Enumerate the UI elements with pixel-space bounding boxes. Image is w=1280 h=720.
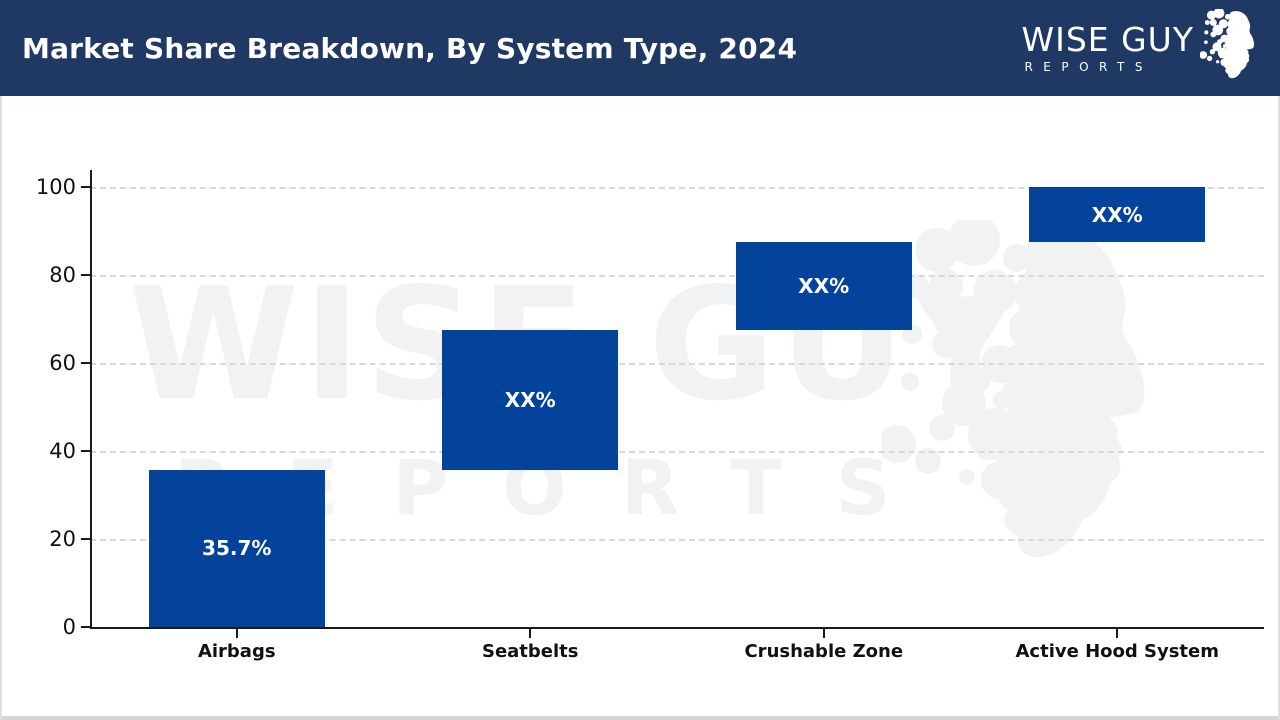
y-tick-mark-60 xyxy=(81,362,90,364)
gridline-100 xyxy=(90,187,1264,189)
y-tick-label-100: 100 xyxy=(35,175,76,199)
bar-value-label: XX% xyxy=(504,387,556,412)
y-tick-mark-20 xyxy=(81,538,90,540)
brand-logo-text: WISE GUY REPORTS xyxy=(1021,23,1194,74)
x-category-label: Airbags xyxy=(197,641,276,662)
y-tick-mark-40 xyxy=(81,450,90,452)
y-tick-label-20: 20 xyxy=(49,527,76,551)
logo-subtext: REPORTS xyxy=(1024,59,1153,74)
y-tick-label-0: 0 xyxy=(62,615,76,639)
bar-seatbelts: XX% xyxy=(442,329,619,470)
y-tick-label-40: 40 xyxy=(49,439,76,463)
header-bar: Market Share Breakdown, By System Type, … xyxy=(0,0,1280,96)
bar-value-label: XX% xyxy=(1091,202,1143,227)
page-title: Market Share Breakdown, By System Type, … xyxy=(22,31,798,65)
y-tick-mark-0 xyxy=(81,626,90,628)
dot-face-logo-icon xyxy=(1200,9,1255,79)
y-tick-label-80: 80 xyxy=(49,263,76,287)
x-tick-mark xyxy=(529,629,532,638)
logo-wordmark: WISE GUY xyxy=(1021,19,1194,59)
brand-logo: WISE GUY REPORTS xyxy=(1021,9,1266,87)
gridline-40 xyxy=(90,451,1264,453)
y-tick-mark-80 xyxy=(81,274,90,276)
x-tick-mark xyxy=(235,629,238,638)
y-tick-mark-100 xyxy=(81,186,90,188)
x-axis-line xyxy=(90,627,1264,629)
x-category-label: Active Hood System xyxy=(1015,641,1220,662)
x-tick-mark xyxy=(822,629,825,638)
x-category-label: Crushable Zone xyxy=(744,641,904,662)
y-tick-label-60: 60 xyxy=(49,351,76,375)
x-tick-mark xyxy=(1116,629,1119,638)
y-axis-line xyxy=(90,170,92,629)
x-category-label: Seatbelts xyxy=(481,641,579,662)
bar-active-hood-system: XX% xyxy=(1029,187,1206,242)
gridline-20 xyxy=(90,539,1264,541)
bar-airbags: 35.7% xyxy=(148,469,325,627)
bar-crushable-zone: XX% xyxy=(735,242,912,330)
bar-value-label: XX% xyxy=(798,273,850,298)
chart-area: WISE GUY REPORTS 0 20 40 60 80 100 35.7% Airbag… xyxy=(0,96,1280,720)
gridline-80 xyxy=(90,275,1264,277)
watermark-face-icon xyxy=(882,220,1145,558)
gridline-60 xyxy=(90,363,1264,365)
bar-value-label: 35.7% xyxy=(202,536,272,561)
